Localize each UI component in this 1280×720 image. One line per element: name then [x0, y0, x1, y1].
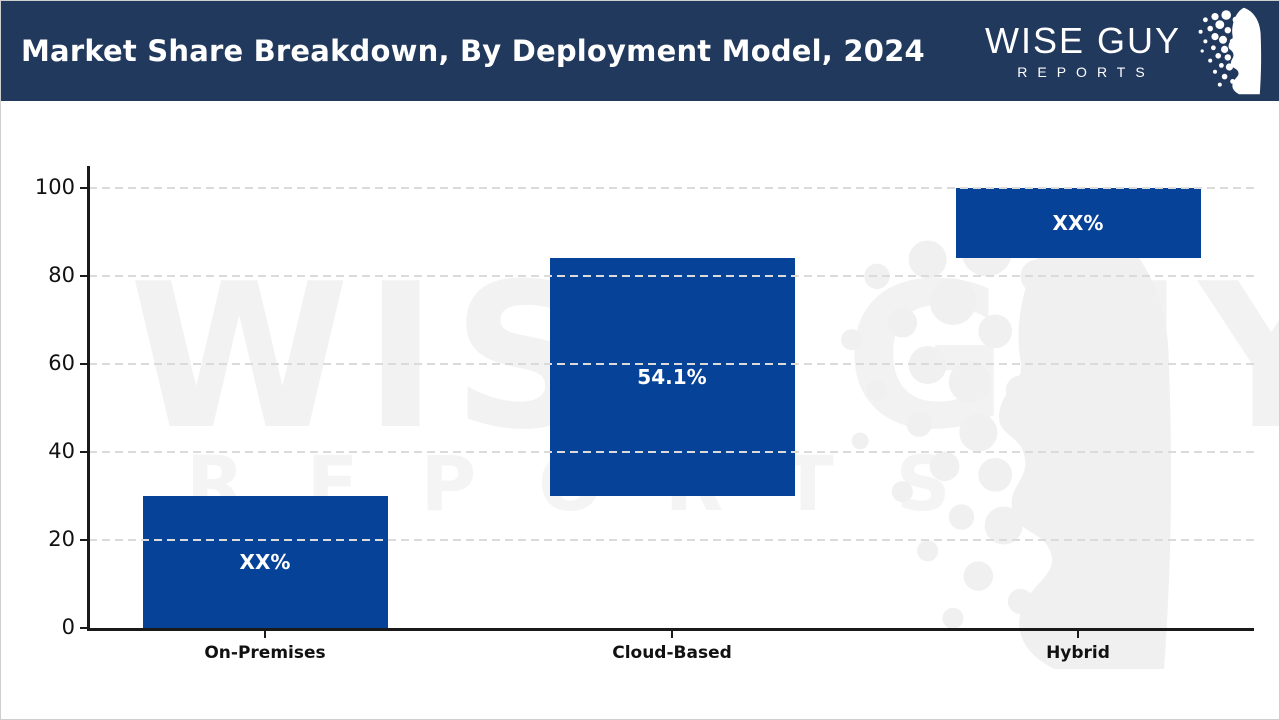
- bar-hybrid: XX%: [955, 188, 1201, 258]
- bar-value-label: XX%: [1052, 210, 1104, 235]
- page-title: Market Share Breakdown, By Deployment Mo…: [21, 34, 925, 68]
- gridline-40: [89, 451, 1254, 453]
- gridline-80: [89, 275, 1254, 277]
- wiseguy-logo-text: WISE GUY REPORTS: [984, 20, 1181, 80]
- wiseguy-logo: WISE GUY REPORTS: [985, 7, 1269, 95]
- y-axis-tick-label: 40: [48, 439, 75, 463]
- bar-value-label: 54.1%: [637, 364, 707, 389]
- x-axis-tick: [671, 630, 673, 638]
- y-axis-tick-label: 100: [34, 175, 75, 199]
- x-axis-line: [87, 628, 1254, 631]
- y-axis-tick-label: 80: [48, 263, 75, 287]
- y-axis-tick: [80, 539, 89, 541]
- y-axis-tick: [80, 627, 89, 629]
- y-axis-tick-label: 60: [48, 351, 75, 375]
- x-axis-category-label: Cloud-Based: [612, 643, 732, 663]
- y-axis-tick: [80, 275, 89, 277]
- bar-cloud-based: 54.1%: [549, 257, 795, 496]
- wiseguy-head-watermark-icon: [841, 213, 1172, 669]
- gridline-60: [89, 363, 1254, 365]
- logo-wordmark: WISE GUY: [984, 20, 1181, 61]
- plot-region: XX% On-Premises 54.1% Cloud-Based XX% Hybrid 0…: [1, 101, 1279, 719]
- x-axis-category-label: On-Premises: [204, 643, 326, 663]
- logo-subtitle: REPORTS: [1017, 64, 1155, 80]
- bar-on-premises: XX%: [142, 496, 388, 628]
- y-axis-tick: [80, 187, 89, 189]
- y-axis-tick: [80, 363, 89, 365]
- x-axis-tick: [264, 630, 266, 638]
- x-axis-tick: [1077, 630, 1079, 638]
- x-axis-category-label: Hybrid: [1046, 643, 1110, 663]
- wiseguy-head-icon: [1198, 7, 1262, 95]
- y-axis-tick: [80, 451, 89, 453]
- bar-value-label: XX%: [239, 550, 291, 574]
- gridline-100: [89, 187, 1254, 189]
- header-bar: Market Share Breakdown, By Deployment Mo…: [1, 1, 1279, 101]
- y-axis-tick-label: 0: [61, 615, 75, 639]
- chart-canvas: WISE GUY REPORTS XX%On-Premises54.1%Clou…: [1, 101, 1279, 719]
- y-axis-line: [87, 166, 90, 630]
- gridline-20: [89, 539, 1254, 541]
- y-axis-tick-label: 20: [48, 527, 75, 551]
